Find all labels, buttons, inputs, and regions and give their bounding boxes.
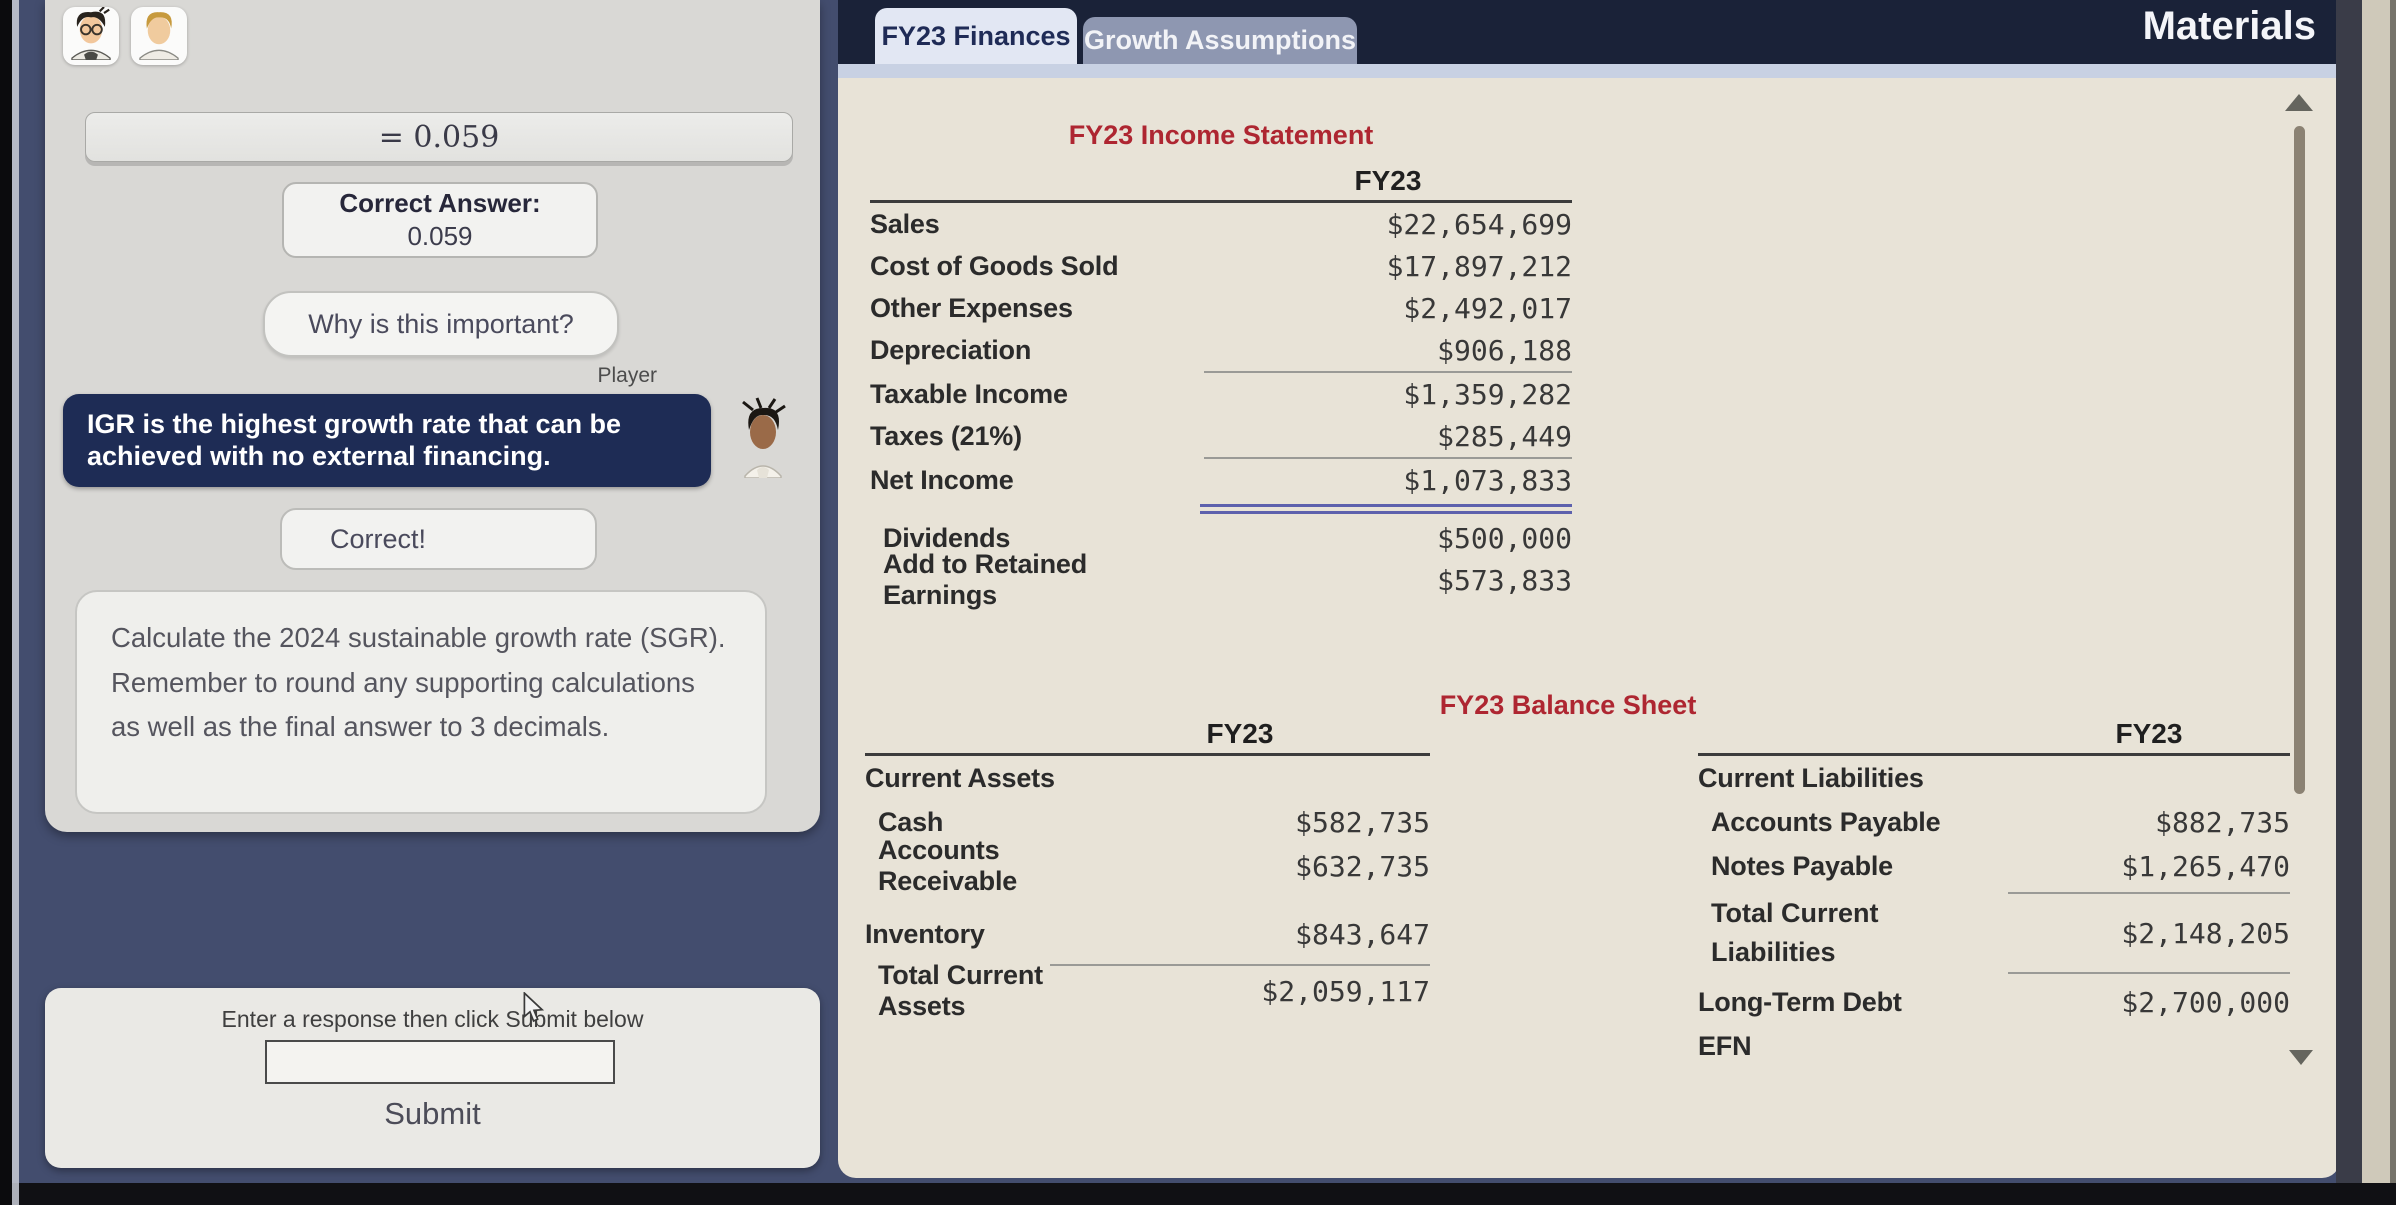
assets-header: FY23 <box>865 715 1430 753</box>
balance-sheet-liabilities-table: FY23 Current Liabilities Accounts Payabl… <box>1698 715 2290 1068</box>
statement-row: Accounts Payable $882,735 <box>1711 805 2290 839</box>
statement-row: Total Current Liabilities $2,148,205 <box>1698 894 2290 972</box>
professor-avatar-icon <box>65 7 117 65</box>
header-rule <box>870 200 1572 203</box>
bezel-right <box>2362 0 2390 1205</box>
section-row: Current Assets <box>865 762 1055 793</box>
statement-row: Cost of Goods Sold $17,897,212 <box>870 249 1572 283</box>
correct-answer-value: 0.059 <box>407 221 473 251</box>
correct-answer-box: Correct Answer: 0.059 <box>282 182 598 258</box>
statement-row: Notes Payable $1,265,470 <box>1711 849 2290 883</box>
player-message-bubble: IGR is the highest growth rate that can … <box>63 394 711 487</box>
screen-edge-right <box>2336 0 2362 1183</box>
materials-content: FY23 Income Statement FY23 Sales $22,654… <box>838 78 2340 1178</box>
materials-top-strip <box>838 64 2340 78</box>
task-message-box: Calculate the 2024 sustainable growth ra… <box>75 590 767 814</box>
tab-fy23-finances[interactable]: FY23 Finances <box>875 8 1077 64</box>
statement-row: Inventory $843,647 <box>865 917 1430 951</box>
header-rule <box>865 753 1430 756</box>
scrollbar-thumb[interactable] <box>2294 126 2305 794</box>
character-button-professor[interactable] <box>63 7 119 65</box>
balance-sheet-title: FY23 Balance Sheet <box>1439 690 1697 720</box>
sum-rule <box>2008 972 2290 975</box>
income-statement-title: FY23 Income Statement <box>1068 120 1374 150</box>
statement-row: Depreciation $906,188 <box>870 333 1572 367</box>
statement-row: Accounts Receivable $632,735 <box>878 835 1430 896</box>
liabilities-year-header: FY23 <box>2115 718 2183 749</box>
statement-row: Taxable Income $1,359,282 <box>870 377 1572 411</box>
sum-rule <box>1204 457 1572 459</box>
statement-row: Taxes (21%) $285,449 <box>870 419 1572 453</box>
tab-growth-assumptions[interactable]: Growth Assumptions <box>1083 17 1357 64</box>
previous-answer-equation: = 0.059 <box>85 112 793 162</box>
bezel-left <box>0 0 12 1205</box>
income-statement-header: FY23 <box>870 162 1572 200</box>
mouse-cursor-icon <box>521 991 547 1024</box>
student-avatar-icon <box>133 7 185 65</box>
bezel-bottom <box>0 1183 2396 1205</box>
liabilities-header: FY23 <box>1698 715 2290 753</box>
player-message-text: IGR is the highest growth rate that can … <box>87 409 622 472</box>
tab-fy23-finances-label: FY23 Finances <box>881 20 1071 51</box>
scroll-up-icon[interactable] <box>2285 94 2313 111</box>
statement-row: Long-Term Debt $2,700,000 <box>1698 985 2290 1019</box>
feedback-box: Correct! <box>280 508 597 570</box>
scroll-down-icon[interactable] <box>2289 1050 2313 1065</box>
why-important-label: Why is this important? <box>308 308 574 339</box>
sum-rule <box>1204 371 1572 373</box>
assets-year-header: FY23 <box>1206 718 1274 749</box>
response-input[interactable] <box>265 1040 615 1084</box>
character-button-student[interactable] <box>131 7 187 65</box>
materials-title: Materials <box>2142 4 2316 48</box>
statement-row: Dividends $500,000 <box>883 521 1572 555</box>
screen-edge-left <box>12 0 19 1205</box>
statement-row: Cash $582,735 <box>878 805 1430 839</box>
total-current-liabilities-label: Total Current Liabilities <box>1711 898 1879 968</box>
statement-row: Sales $22,654,699 <box>870 207 1572 241</box>
response-instruction: Enter a response then click Submit below <box>221 1006 644 1032</box>
income-statement-year-header: FY23 <box>1354 165 1422 196</box>
statement-row: EFN <box>1698 1030 1752 1061</box>
statement-row: Total Current Assets $2,059,117 <box>878 960 1430 1021</box>
header-rule <box>1698 753 2290 756</box>
section-row: Current Liabilities <box>1698 762 1924 793</box>
player-label: Player <box>597 364 657 387</box>
player-avatar-icon <box>733 396 793 479</box>
sum-rule <box>1050 964 1430 966</box>
bezel-right-line <box>2390 0 2396 1205</box>
response-panel: Enter a response then click Submit below… <box>45 988 820 1168</box>
balance-sheet-assets-table: FY23 Current Assets Cash $582,735 Accoun… <box>865 715 1430 1021</box>
income-statement-table: FY23 Sales $22,654,699 Cost of Goods Sol… <box>870 162 1572 610</box>
equation-text: = 0.059 <box>378 119 500 155</box>
sum-rule <box>2008 892 2290 894</box>
correct-answer-label: Correct Answer: <box>339 188 541 218</box>
statement-row: Net Income $1,073,833 <box>870 463 1572 497</box>
statement-row: Other Expenses $2,492,017 <box>870 291 1572 325</box>
materials-topbar: FY23 Finances Growth Assumptions Materia… <box>838 0 2340 64</box>
chat-panel: = 0.059 Correct Answer: 0.059 Why is thi… <box>45 0 820 832</box>
why-important-button[interactable]: Why is this important? <box>263 291 619 357</box>
statement-row: Add to Retained Earnings $573,833 <box>883 549 1572 610</box>
task-message-text: Calculate the 2024 sustainable growth ra… <box>111 622 726 743</box>
feedback-text: Correct! <box>330 523 427 554</box>
submit-button[interactable]: Submit <box>384 1096 481 1131</box>
double-rule <box>1200 504 1572 514</box>
tab-growth-assumptions-label: Growth Assumptions <box>1083 25 1356 55</box>
